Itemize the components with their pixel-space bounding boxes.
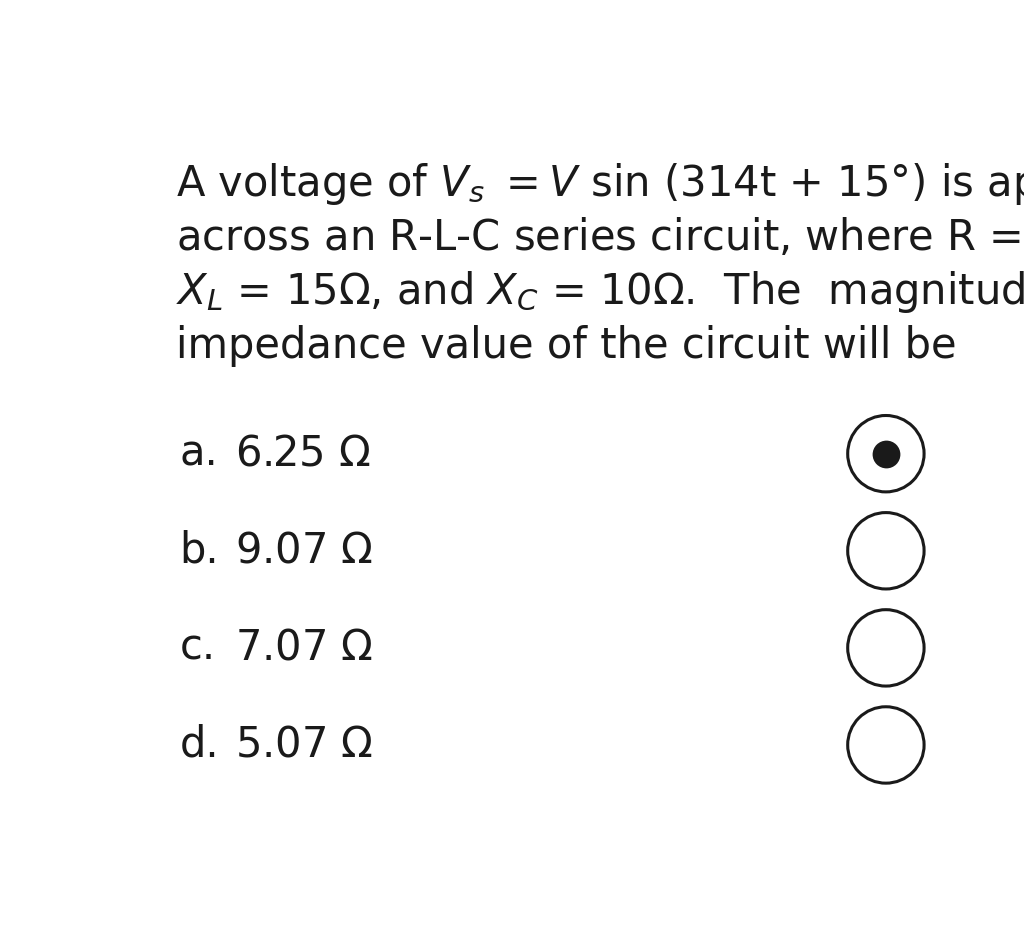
Text: a.: a. xyxy=(179,432,218,474)
Point xyxy=(878,446,894,461)
Point xyxy=(878,544,894,559)
Text: b.: b. xyxy=(179,530,219,572)
Text: c.: c. xyxy=(179,627,216,669)
Text: across an R-L-C series circuit, where R = 5$\Omega$,: across an R-L-C series circuit, where R … xyxy=(176,217,1024,259)
Point xyxy=(878,446,894,461)
Text: 5.07 $\Omega$: 5.07 $\Omega$ xyxy=(236,724,374,766)
Point xyxy=(878,641,894,656)
Text: 9.07 $\Omega$: 9.07 $\Omega$ xyxy=(236,530,374,572)
Text: A voltage of $V_s$ $=V$ sin (314t + 15°) is applied: A voltage of $V_s$ $=V$ sin (314t + 15°)… xyxy=(176,161,1024,207)
Text: d.: d. xyxy=(179,724,219,766)
Point xyxy=(878,738,894,753)
Text: 7.07 $\Omega$: 7.07 $\Omega$ xyxy=(236,627,374,669)
Text: $X_L$ = 15$\Omega$, and $X_C$ = 10$\Omega$.  The  magnitude of: $X_L$ = 15$\Omega$, and $X_C$ = 10$\Omeg… xyxy=(176,269,1024,315)
Text: impedance value of the circuit will be: impedance value of the circuit will be xyxy=(176,325,956,367)
Text: 6.25 $\Omega$: 6.25 $\Omega$ xyxy=(236,432,371,474)
